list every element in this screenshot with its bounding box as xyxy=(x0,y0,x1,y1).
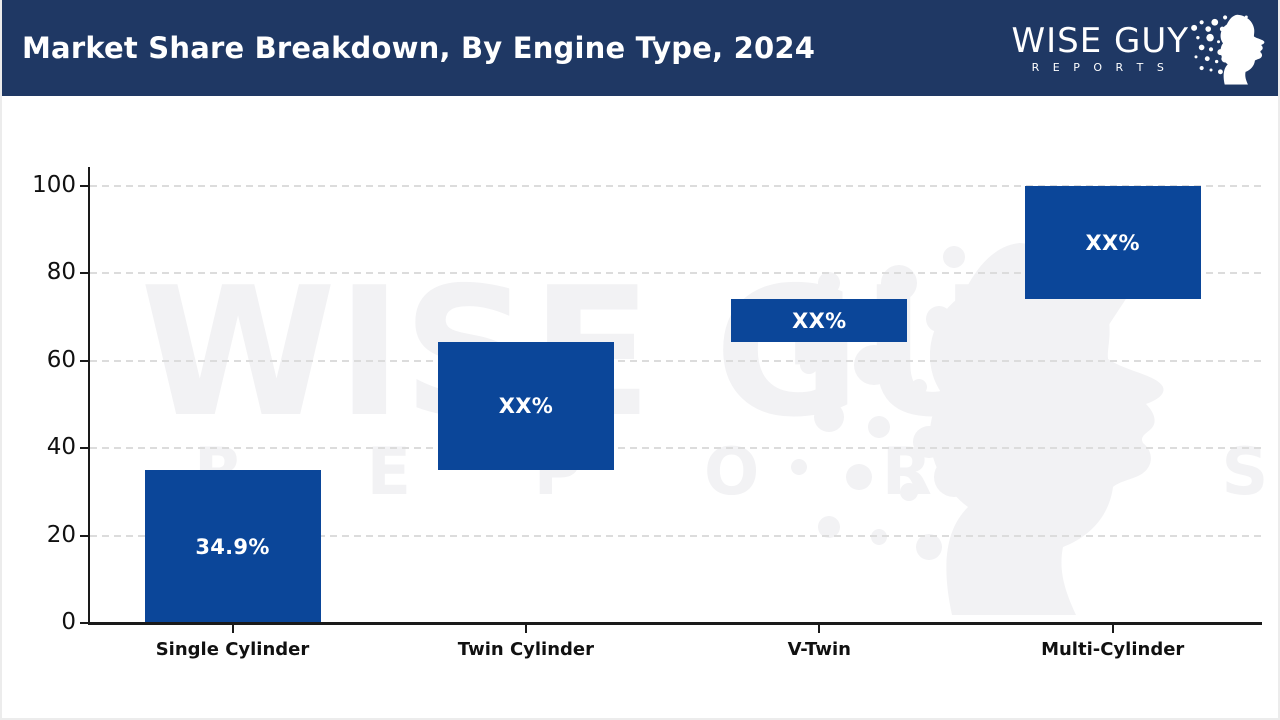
y-axis-line xyxy=(88,167,90,625)
dotted-head-profile-icon xyxy=(1190,11,1266,85)
y-tick-mark-80 xyxy=(80,272,88,275)
wiseguy-logo-text: WISE GUY R E P O R T S xyxy=(1011,24,1189,73)
y-tick-label-60: 60 xyxy=(46,346,76,373)
bar-twin-cylinder: XX% xyxy=(437,342,614,471)
gridline-40 xyxy=(90,447,1262,450)
bar-value-label: XX% xyxy=(1085,230,1140,255)
gridline-100 xyxy=(90,185,1262,187)
y-tick-label-100: 100 xyxy=(32,172,76,198)
header-bar: Market Share Breakdown, By Engine Type, … xyxy=(2,0,1278,96)
y-tick-label-0: 0 xyxy=(61,609,76,635)
logo-wordmark: WISE GUY xyxy=(1011,20,1189,61)
x-tick-mark-2 xyxy=(818,625,821,633)
gridline-20 xyxy=(90,534,1262,537)
logo-subtext: R E P O R T S xyxy=(1031,60,1169,74)
wiseguy-logo: WISE GUY R E P O R T S xyxy=(1011,11,1266,85)
y-tick-mark-20 xyxy=(80,534,88,537)
gridline-80 xyxy=(90,272,1262,275)
y-tick-mark-60 xyxy=(80,359,88,362)
bar-multi-cylinder: XX% xyxy=(1024,186,1201,300)
y-tick-label-20: 20 xyxy=(46,521,76,548)
bar-value-label: 34.9% xyxy=(195,534,270,559)
x-tick-mark-1 xyxy=(524,625,527,633)
y-tick-mark-0 xyxy=(80,622,88,624)
bar-v-twin: XX% xyxy=(731,299,908,343)
x-category-label: V-Twin xyxy=(787,639,851,660)
chart-title: Market Share Breakdown, By Engine Type, … xyxy=(22,31,816,65)
bar-value-label: XX% xyxy=(792,308,847,333)
x-category-label: Twin Cylinder xyxy=(457,639,595,660)
y-tick-mark-40 xyxy=(80,447,88,450)
y-tick-mark-100 xyxy=(80,185,88,187)
bar-single-cylinder: 34.9% xyxy=(144,470,321,623)
bar-value-label: XX% xyxy=(498,394,554,419)
x-tick-mark-3 xyxy=(1111,625,1114,633)
y-tick-label-80: 80 xyxy=(46,259,76,286)
x-axis-line xyxy=(88,622,1262,625)
y-tick-label-40: 40 xyxy=(46,434,76,461)
gridline-60 xyxy=(90,359,1262,362)
x-tick-mark-0 xyxy=(231,625,234,633)
x-category-label: Multi-Cylinder xyxy=(1041,639,1185,660)
x-category-label: Single Cylinder xyxy=(155,639,310,660)
